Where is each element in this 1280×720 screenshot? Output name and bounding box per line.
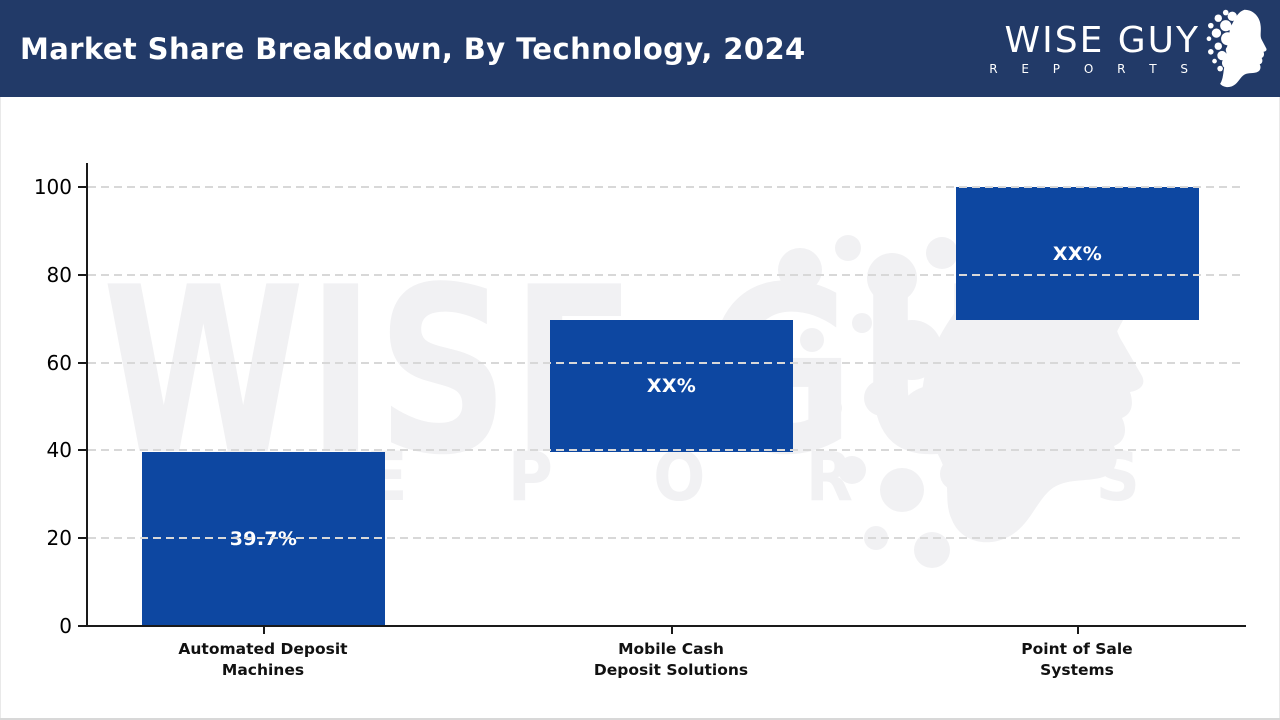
bar-mobile-cash-deposit-solutions: XX% — [550, 320, 793, 452]
y-tick-label-20: 20 — [46, 526, 72, 551]
y-tick-label-100: 100 — [33, 175, 72, 199]
x-label-automated-deposit-machines: Automated Deposit Machines — [113, 639, 413, 681]
y-tick-label-60: 60 — [46, 350, 72, 375]
x-label-mobile-cash-deposit-solutions: Mobile Cash Deposit Solutions — [521, 639, 821, 681]
y-tick-mark — [78, 625, 86, 627]
y-tick-label-40: 40 — [46, 438, 72, 463]
y-tick-label-0: 0 — [59, 614, 72, 638]
x-label-line: Point of Sale — [1021, 640, 1133, 658]
wiseguy-reports-logo: WISE GUY R E P O R T S — [989, 6, 1270, 92]
bar-value-label: XX% — [1052, 242, 1103, 265]
x-tick-mark — [670, 627, 673, 634]
logo-subtext: R E P O R T S — [989, 61, 1198, 76]
x-tick-mark — [1076, 627, 1079, 634]
x-label-line: Machines — [221, 661, 305, 679]
gridline-20 — [88, 537, 1245, 540]
bar-point-of-sale-systems: XX% — [956, 187, 1199, 321]
y-tick-mark — [78, 361, 86, 364]
y-axis-line — [86, 163, 88, 627]
header-bar: Market Share Breakdown, By Technology, 2… — [0, 0, 1280, 97]
x-label-line: Systems — [1040, 661, 1114, 679]
x-label-line: Mobile Cash — [618, 640, 724, 658]
gridline-60 — [88, 361, 1245, 364]
x-label-point-of-sale-systems: Point of Sale Systems — [927, 639, 1227, 681]
x-tick-mark — [262, 627, 265, 634]
gridline-100 — [88, 186, 1245, 188]
gridline-80 — [88, 273, 1245, 276]
chart-title: Market Share Breakdown, By Technology, 2… — [20, 31, 806, 66]
y-tick-mark — [78, 537, 86, 540]
x-label-line: Deposit Solutions — [593, 661, 749, 679]
x-label-line: Automated Deposit — [178, 640, 348, 658]
x-axis-line — [86, 625, 1246, 627]
bar-value-label: XX% — [646, 374, 697, 397]
y-tick-mark — [78, 273, 86, 276]
logo-face-icon — [1206, 9, 1267, 88]
y-tick-label-80: 80 — [46, 262, 72, 287]
logo-wordmark: WISE GUY — [1004, 20, 1200, 62]
y-tick-mark — [78, 449, 86, 452]
gridline-40 — [88, 449, 1245, 452]
y-tick-mark — [78, 186, 86, 188]
